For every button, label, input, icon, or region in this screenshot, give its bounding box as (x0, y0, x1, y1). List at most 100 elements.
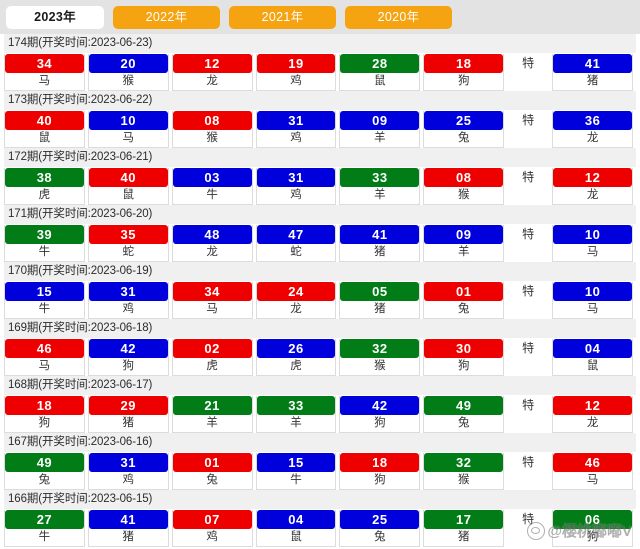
ball-number: 27 (5, 510, 84, 529)
ball-zodiac: 虎 (206, 360, 218, 372)
ball-zodiac: 龙 (206, 246, 218, 258)
ball-number: 47 (256, 225, 336, 244)
normal-ball: 33 羊 (255, 396, 337, 433)
normal-ball: 09 羊 (339, 111, 421, 148)
year-tab-2020[interactable]: 2020年 (345, 5, 452, 29)
year-tab-2023[interactable]: 2023年 (6, 5, 104, 29)
year-tab-2022[interactable]: 2022年 (113, 5, 220, 29)
special-ball: 12 龙 (552, 396, 634, 433)
normal-ball: 49 兔 (423, 396, 505, 433)
ball-zodiac: 猴 (374, 360, 386, 372)
ball-strip: 40 鼠 10 马 08 猴 31 鸡 09 羊 25 兔 特 36 龙 (4, 110, 636, 148)
special-marker: 特 (522, 113, 535, 127)
ball-zodiac: 龙 (586, 132, 599, 144)
ball-zodiac: 羊 (457, 246, 470, 258)
normal-ball: 03 牛 (171, 168, 253, 205)
ball-number: 39 (5, 225, 84, 244)
normal-ball: 28 鼠 (339, 54, 421, 91)
normal-ball: 31 鸡 (255, 168, 337, 205)
ball-number: 41 (340, 225, 420, 244)
special-marker: 特 (522, 398, 535, 412)
ball-zodiac: 狗 (457, 75, 470, 87)
ball-zodiac: 狗 (374, 417, 386, 429)
ball-zodiac: 鸡 (290, 132, 302, 144)
ball-number: 01 (172, 453, 252, 472)
normal-ball: 18 狗 (423, 54, 505, 91)
ball-number: 10 (553, 225, 633, 244)
ball-zodiac: 狗 (38, 417, 51, 429)
ball-number: 09 (340, 111, 420, 130)
ball-zodiac: 猪 (374, 303, 386, 315)
special-marker: 特 (522, 341, 535, 355)
normal-ball: 24 龙 (255, 282, 337, 319)
normal-ball: 49 兔 (4, 453, 85, 490)
special-ball: 36 龙 (552, 111, 634, 148)
normal-ball: 39 牛 (4, 225, 85, 262)
ball-strip: 18 狗 29 猪 21 羊 33 羊 42 狗 49 兔 特 12 龙 (4, 395, 636, 433)
normal-ball: 33 羊 (339, 168, 421, 205)
special-ball: 10 马 (552, 225, 634, 262)
ball-strip: 38 虎 40 鼠 03 牛 31 鸡 33 羊 08 猴 特 12 龙 (4, 167, 636, 205)
ball-number: 08 (424, 168, 504, 187)
ball-zodiac: 龙 (586, 417, 599, 429)
draw-row: 169期(开奖时间:2023-06-18) 46 马 42 狗 02 虎 26 虎 32 猴 30 狗 特… (0, 319, 640, 376)
ball-zodiac: 兔 (374, 531, 386, 543)
ball-number: 41 (88, 510, 168, 529)
ball-zodiac: 蛇 (122, 246, 135, 258)
ball-number: 04 (256, 510, 336, 529)
ball-number: 32 (424, 453, 504, 472)
normal-ball: 25 兔 (339, 510, 421, 547)
ball-number: 25 (424, 111, 504, 130)
ball-zodiac: 羊 (374, 189, 386, 201)
ball-number: 40 (5, 111, 84, 130)
draw-row: 171期(开奖时间:2023-06-20) 39 牛 35 蛇 48 龙 47 蛇 41 猪 09 羊 特… (0, 205, 640, 262)
draw-period-title: 170期(开奖时间:2023-06-19) (4, 262, 636, 281)
year-tab-2021[interactable]: 2021年 (229, 5, 336, 29)
ball-zodiac: 牛 (290, 474, 302, 486)
ball-zodiac: 鸡 (206, 531, 218, 543)
ball-number: 10 (88, 111, 168, 130)
ball-zodiac: 猴 (457, 189, 470, 201)
ball-number: 48 (172, 225, 252, 244)
ball-zodiac: 龙 (206, 75, 218, 87)
ball-number: 31 (256, 168, 336, 187)
ball-zodiac: 鼠 (38, 132, 51, 144)
special-ball: 10 马 (552, 282, 634, 319)
ball-strip: 15 牛 31 鸡 34 马 24 龙 05 猪 01 兔 特 10 马 (4, 281, 636, 319)
ball-number: 12 (553, 396, 633, 415)
ball-strip: 27 牛 41 猪 07 鸡 04 鼠 25 兔 17 猪 特 06 狗 (4, 509, 636, 547)
normal-ball: 12 龙 (171, 54, 253, 91)
normal-ball: 17 猪 (423, 510, 505, 547)
ball-number: 32 (340, 339, 420, 358)
draw-row: 166期(开奖时间:2023-06-15) 27 牛 41 猪 07 鸡 04 鼠 25 兔 17 猪 特… (0, 490, 640, 547)
draw-row: 174期(开奖时间:2023-06-23) 34 马 20 猴 12 龙 19 鸡 28 鼠 18 狗 特… (0, 34, 640, 91)
special-marker: 特 (522, 512, 535, 526)
ball-number: 17 (424, 510, 504, 529)
ball-zodiac: 鸡 (122, 303, 135, 315)
draw-period-title: 167期(开奖时间:2023-06-16) (4, 433, 636, 452)
ball-number: 42 (340, 396, 420, 415)
ball-zodiac: 猴 (122, 75, 135, 87)
ball-number: 15 (5, 282, 84, 301)
ball-number: 12 (172, 54, 252, 73)
special-ball: 46 马 (552, 453, 634, 490)
ball-zodiac: 鸡 (290, 75, 302, 87)
draw-period-title: 172期(开奖时间:2023-06-21) (4, 148, 636, 167)
ball-zodiac: 兔 (457, 417, 470, 429)
ball-number: 25 (340, 510, 420, 529)
ball-number: 31 (256, 111, 336, 130)
ball-strip: 49 兔 31 鸡 01 兔 15 牛 18 狗 32 猴 特 46 马 (4, 452, 636, 490)
normal-ball: 31 鸡 (255, 111, 337, 148)
ball-number: 18 (5, 396, 84, 415)
ball-number: 03 (172, 168, 252, 187)
ball-number: 12 (553, 168, 633, 187)
ball-number: 46 (5, 339, 84, 358)
ball-number: 26 (256, 339, 336, 358)
normal-ball: 25 兔 (423, 111, 505, 148)
normal-ball: 15 牛 (255, 453, 337, 490)
ball-number: 33 (340, 168, 420, 187)
ball-number: 05 (340, 282, 420, 301)
ball-zodiac: 狗 (374, 474, 386, 486)
ball-number: 38 (5, 168, 84, 187)
ball-zodiac: 猪 (586, 75, 599, 87)
